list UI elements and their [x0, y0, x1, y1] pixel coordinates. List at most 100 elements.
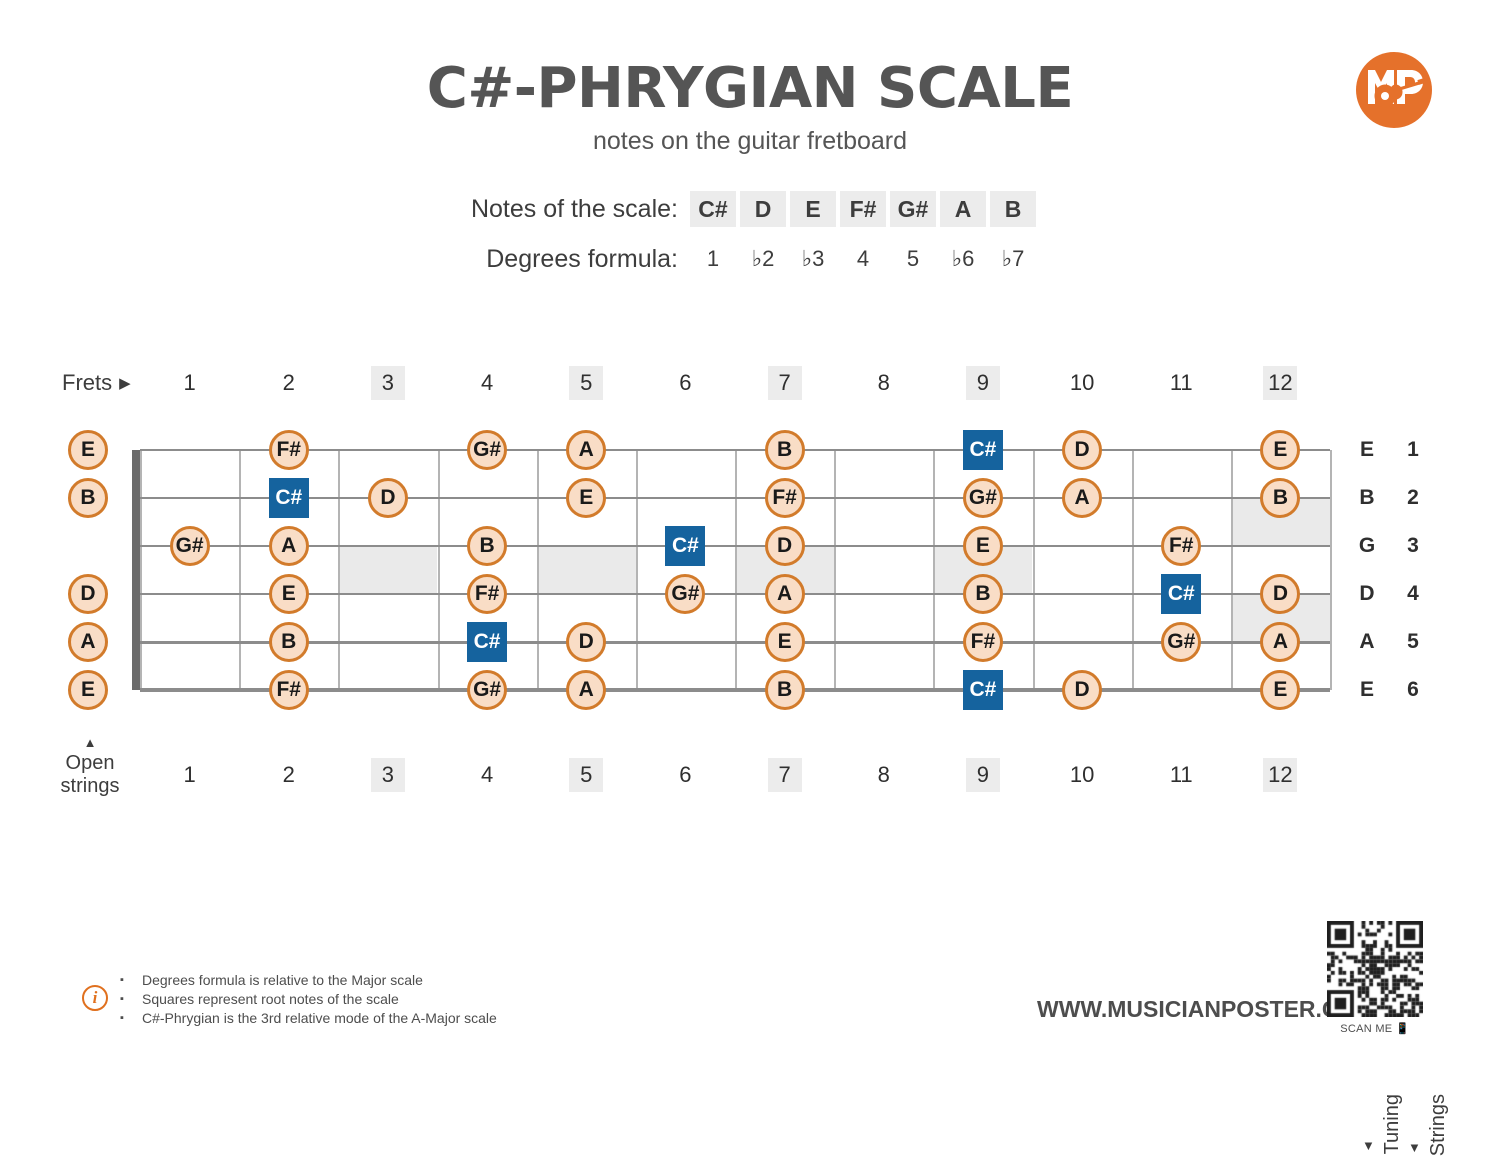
strings-caption: ▲ Strings — [1404, 1094, 1450, 1156]
scale-note-marker[interactable]: F# — [962, 622, 1003, 662]
root-note-marker[interactable]: C# — [467, 622, 508, 662]
scale-note-marker[interactable]: F# — [467, 574, 508, 614]
open-string-note-marker[interactable]: E — [68, 430, 108, 470]
page-title: C#-PHRYGIAN SCALE — [426, 56, 1074, 121]
scale-note-marker[interactable]: G# — [665, 574, 706, 614]
string-number-label: 3 — [1407, 534, 1419, 557]
scale-note-marker[interactable]: E — [962, 526, 1003, 566]
scale-note-marker[interactable]: A — [1260, 622, 1301, 662]
scale-note-marker[interactable]: D — [1062, 670, 1103, 710]
fret-line — [338, 450, 341, 690]
open-strings-caption: ▲ Open strings — [40, 735, 140, 798]
open-string-note-marker[interactable]: D — [68, 574, 108, 614]
fret-line — [933, 450, 936, 690]
string-number-label: 4 — [1407, 582, 1419, 605]
scale-notes-list: C# D E F# G# A B — [690, 191, 1040, 227]
fret-number: 7 — [767, 366, 802, 400]
scale-note-marker[interactable]: A — [566, 430, 607, 470]
fret-line — [1330, 450, 1332, 690]
root-note-marker[interactable]: C# — [962, 670, 1003, 710]
string-line — [140, 544, 1330, 548]
legend-text: Squares represent root notes of the scal… — [142, 991, 399, 1007]
qr-code-image — [1327, 921, 1423, 1017]
scale-note-chip: C# — [690, 191, 736, 227]
root-note-marker[interactable]: C# — [1161, 574, 1202, 614]
scale-note-marker[interactable]: D — [566, 622, 607, 662]
frets-caption: Frets ▶ — [62, 366, 131, 400]
scale-note-marker[interactable]: D — [367, 478, 408, 518]
open-string-note-marker[interactable]: E — [68, 670, 108, 710]
scale-note-marker[interactable]: G# — [467, 430, 508, 470]
fret-number: 11 — [1169, 370, 1193, 395]
fret-inlay-marker — [536, 546, 636, 594]
fret-number: 1 — [183, 370, 196, 395]
scale-note-marker[interactable]: A — [268, 526, 309, 566]
legend-item: ▪ C#-Phrygian is the 3rd relative mode of… — [120, 1009, 497, 1028]
fret-number: 9 — [965, 758, 1000, 792]
root-note-marker[interactable]: C# — [962, 430, 1003, 470]
fretboard-diagram: Frets ▶ 1 2 3 4 5 6 7 8 9 10 11 12 F# G# A B C# D E C# D E F#… — [0, 358, 1500, 1156]
open-strings-caption-line1: Open — [65, 751, 115, 774]
scale-note-marker[interactable]: D — [1062, 430, 1103, 470]
frets-caption-label: Frets — [62, 370, 113, 395]
fret-number: 4 — [480, 762, 494, 787]
scale-note-marker[interactable]: F# — [268, 670, 309, 710]
header: C#-PHRYGIAN SCALE notes on the guitar fr… — [0, 0, 1500, 156]
musicianposter-logo — [1356, 52, 1432, 128]
up-arrow-icon-tuning: ▲ — [1361, 1139, 1376, 1155]
fret-number: 10 — [1069, 370, 1095, 395]
fret-number: 8 — [877, 762, 890, 787]
open-string-note-marker[interactable]: A — [68, 622, 108, 662]
tuning-caption: ▲ Tuning — [1358, 1094, 1404, 1154]
fret-number: 1 — [183, 762, 196, 787]
scale-note-marker[interactable]: F# — [268, 430, 309, 470]
scale-note-marker[interactable]: A — [764, 574, 805, 614]
nut — [132, 450, 140, 690]
scale-note-marker[interactable]: D — [764, 526, 805, 566]
scale-note-marker[interactable]: A — [566, 670, 607, 710]
fret-number: 6 — [679, 370, 692, 395]
scale-note-marker[interactable]: G# — [1161, 622, 1202, 662]
scale-note-marker[interactable]: F# — [764, 478, 805, 518]
degree-chip: 5 — [906, 246, 920, 271]
string-number-label: 2 — [1407, 486, 1419, 509]
string-line — [140, 592, 1330, 596]
scale-note-marker[interactable]: B — [1260, 478, 1301, 518]
phone-icon: 📱 — [1395, 1023, 1410, 1035]
fret-line — [1032, 450, 1035, 690]
scale-note-marker[interactable]: E — [764, 622, 805, 662]
root-note-marker[interactable]: C# — [268, 478, 309, 518]
scale-note-marker[interactable]: A — [1062, 478, 1103, 518]
scan-me-label: SCAN ME 📱 — [1327, 1022, 1423, 1035]
legend-bullet-icon: ▪ — [120, 993, 124, 1005]
scale-note-marker[interactable]: G# — [467, 670, 508, 710]
string-line — [140, 640, 1330, 644]
play-arrow-icon: ▶ — [119, 375, 131, 392]
scale-note-marker[interactable]: E — [566, 478, 607, 518]
scale-note-marker[interactable]: B — [467, 526, 508, 566]
scale-note-marker[interactable]: G# — [169, 526, 210, 566]
scale-note-marker[interactable]: B — [268, 622, 309, 662]
scale-note-marker[interactable]: F# — [1161, 526, 1202, 566]
fret-number: 3 — [370, 366, 405, 400]
up-arrow-icon: ▲ — [83, 735, 97, 750]
scale-note-marker[interactable]: B — [962, 574, 1003, 614]
string-number-label: 1 — [1407, 438, 1419, 461]
degree-chip: 1 — [706, 246, 720, 271]
degrees-formula-row: Degrees formula: 1 ♭2 ♭3 4 5 ♭6 ♭7 — [0, 240, 1500, 278]
scale-note-marker[interactable]: E — [1260, 670, 1301, 710]
root-note-marker[interactable]: C# — [665, 526, 706, 566]
scale-note-marker[interactable]: D — [1260, 574, 1301, 614]
scale-note-marker[interactable]: G# — [962, 478, 1003, 518]
fret-line — [1131, 450, 1134, 690]
tuning-label: A — [1359, 630, 1375, 653]
open-string-note-marker[interactable]: B — [68, 478, 108, 518]
scale-note-chip: D — [740, 191, 786, 227]
string-number-label: 6 — [1407, 678, 1419, 701]
scale-note-marker[interactable]: E — [268, 574, 309, 614]
scale-note-marker[interactable]: B — [764, 430, 805, 470]
fret-number: 12 — [1263, 758, 1298, 792]
scale-note-marker[interactable]: E — [1260, 430, 1301, 470]
scale-note-marker[interactable]: B — [764, 670, 805, 710]
fret-number: 5 — [569, 758, 604, 792]
